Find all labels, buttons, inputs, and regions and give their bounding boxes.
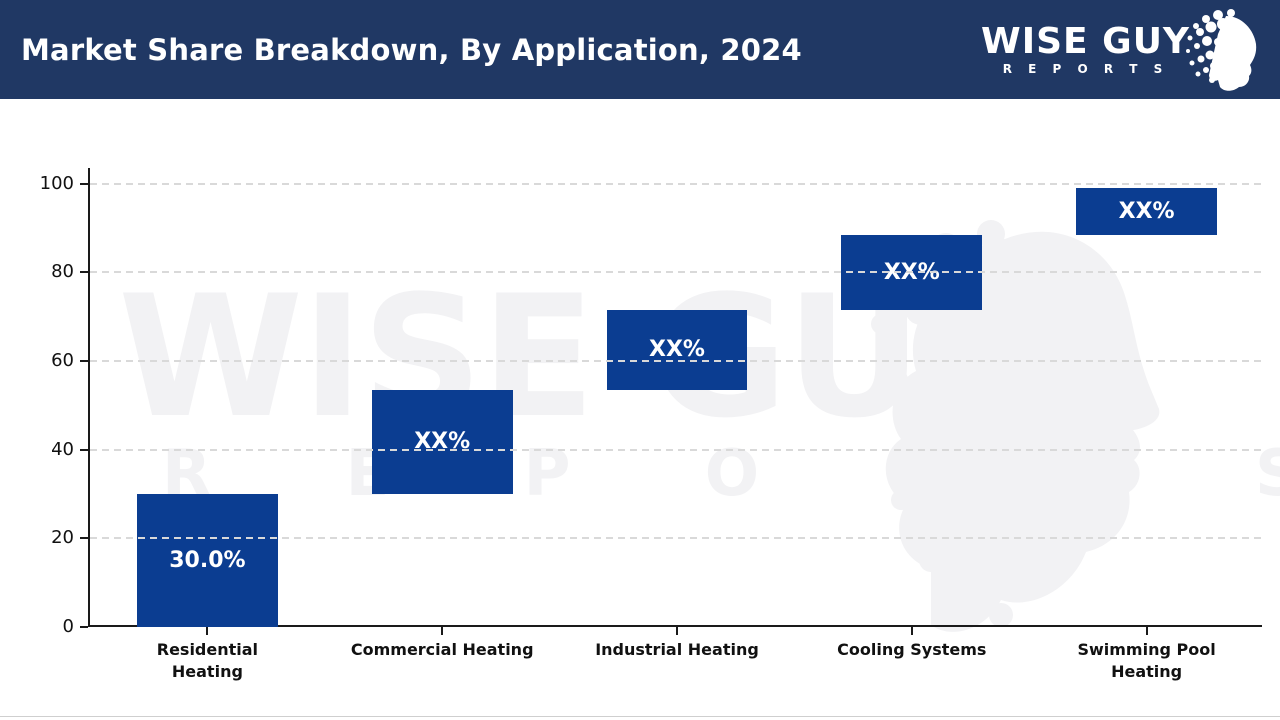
header: Market Share Breakdown, By Application, … bbox=[0, 0, 1280, 99]
chart-region: WISE GUY R E P O R T S 0 20 40 60 80 100 30.0%… bbox=[0, 99, 1280, 720]
y-tick-mark bbox=[80, 448, 88, 451]
bar-value-label: XX% bbox=[1118, 198, 1175, 224]
brand-subtitle: R E P O R T S bbox=[1002, 62, 1169, 76]
gridline bbox=[90, 182, 1264, 185]
y-tick-label: 20 bbox=[51, 527, 74, 549]
brand-logo: WISE GUY R E P O R T S bbox=[981, 4, 1268, 96]
y-tick-mark bbox=[80, 359, 88, 362]
x-tick-label: Swimming Pool Heating bbox=[1077, 640, 1216, 681]
page-title: Market Share Breakdown, By Application, … bbox=[21, 32, 802, 67]
y-tick-label: 80 bbox=[51, 261, 74, 283]
bar: XX% bbox=[606, 309, 748, 390]
gridline bbox=[90, 448, 1264, 451]
x-tick-mark bbox=[441, 627, 444, 635]
plot-area: 0 20 40 60 80 100 30.0% Residential Heating XX% C… bbox=[40, 168, 1264, 681]
y-tick-mark bbox=[80, 537, 88, 540]
x-tick-label: Industrial Heating bbox=[595, 640, 759, 659]
y-tick-label: 40 bbox=[51, 438, 74, 460]
x-tick-label: Cooling Systems bbox=[837, 640, 987, 659]
x-tick-mark bbox=[910, 627, 913, 635]
bar: 30.0% bbox=[136, 493, 278, 627]
x-tick-mark bbox=[1145, 627, 1148, 635]
brand-logo-text: WISE GUY R E P O R T S bbox=[980, 21, 1190, 77]
x-tick-label: Commercial Heating bbox=[350, 640, 534, 659]
y-tick-mark bbox=[80, 271, 88, 274]
x-tick-mark bbox=[676, 627, 678, 635]
bottom-hairline bbox=[0, 716, 1280, 717]
y-tick-label: 60 bbox=[51, 349, 74, 371]
dotted-head-profile-icon bbox=[1186, 9, 1257, 91]
y-tick-mark bbox=[80, 182, 88, 185]
y-tick-label: 0 bbox=[62, 616, 74, 637]
x-tick-mark bbox=[206, 627, 209, 635]
y-tick-mark bbox=[80, 626, 88, 628]
x-tick-label: Residential Heating bbox=[156, 640, 259, 681]
bar-value-label: XX% bbox=[649, 337, 705, 363]
gridline bbox=[90, 271, 1264, 274]
gridline bbox=[90, 359, 1264, 362]
bar: XX% bbox=[1076, 187, 1218, 235]
brand-name: WISE GUY bbox=[980, 21, 1190, 62]
y-tick-label: 100 bbox=[39, 172, 74, 194]
bar-value-label: 30.0% bbox=[169, 547, 246, 573]
bar: XX% bbox=[371, 389, 513, 494]
gridline bbox=[90, 537, 1264, 540]
